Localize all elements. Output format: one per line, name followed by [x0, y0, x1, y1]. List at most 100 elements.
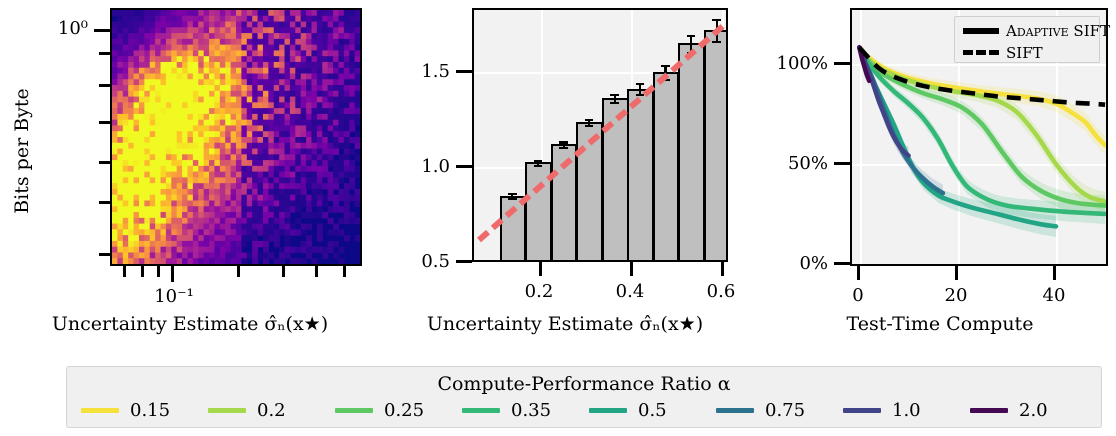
legend-item-label: 0.75	[765, 400, 806, 421]
panel2-ytick-label: 1.5	[421, 61, 450, 82]
error-bar-cap	[661, 78, 670, 82]
panel3-xtick	[955, 266, 958, 280]
panel3-gridline-h	[852, 64, 1106, 66]
legend-item[interactable]: 0.2	[208, 400, 286, 421]
legend-item-label: 0.25	[384, 400, 425, 421]
legend-swatch	[462, 407, 500, 414]
error-bar-cap	[584, 118, 594, 122]
table-row	[703, 30, 726, 260]
table-row	[602, 97, 629, 260]
panel1-xtick-minor	[343, 266, 346, 277]
error-bar-cap	[508, 197, 517, 201]
panel3-gridline-h	[852, 164, 1106, 166]
panel3-xtick-label: 0	[852, 285, 864, 306]
error-bar-cap	[635, 83, 645, 86]
decay-curves-canvas	[857, 44, 1106, 238]
panel-compute-decay: 100% 50% 0% Adaptive SIFT SIFT 0 20 40 T…	[750, 0, 1116, 340]
error-bar-cap	[610, 101, 620, 104]
error-bar	[536, 160, 540, 165]
legend-item[interactable]: 0.15	[81, 400, 170, 421]
error-bar-cap	[712, 19, 722, 22]
panel1-xtick-minor	[315, 266, 318, 277]
bars-layer	[474, 10, 726, 260]
table-row	[627, 88, 654, 260]
panel2-gridline-h	[474, 72, 726, 74]
error-bar	[690, 34, 693, 52]
panel1-ytick-minor	[99, 201, 110, 204]
panel2-xtick	[721, 262, 724, 276]
error-bar-cap	[661, 65, 670, 68]
error-bar-cap	[559, 146, 568, 149]
error-bar	[638, 83, 641, 95]
legend-item[interactable]: 0.35	[462, 400, 551, 421]
error-bar-cap	[533, 160, 543, 163]
legend-swatch-sift	[963, 50, 999, 55]
error-bar-cap	[635, 94, 645, 97]
panel3-ytick-label: 100%	[776, 53, 828, 74]
panel-histogram2d: Bits per Byte 10⁰ 10⁻¹	[0, 0, 380, 340]
legend-label-sift: SIFT	[1006, 44, 1043, 62]
panel1-xlabel: Uncertainty Estimate σ̂ₙ(x★)	[51, 313, 329, 335]
error-bar-cap	[686, 51, 696, 55]
panel3-legend: Adaptive SIFT SIFT	[954, 16, 1110, 63]
error-bar	[486, 260, 488, 262]
panel2-ytick-label: 0.5	[421, 251, 450, 272]
bottom-legend: Compute-Performance Ratio α 0.15 0.2 0.25 0…	[66, 366, 1102, 428]
legend-item[interactable]: 2.0	[970, 400, 1048, 421]
error-bar-cap	[533, 164, 543, 167]
panel1-plot-area	[110, 8, 362, 266]
panel3-ytick	[834, 162, 850, 165]
legend-item-label: 0.5	[638, 400, 667, 421]
legend-item-label: 0.15	[130, 400, 171, 421]
legend-item[interactable]: 0.5	[589, 400, 667, 421]
panel1-ytick-minor	[99, 84, 110, 87]
panel1-ytick-minor	[99, 121, 110, 124]
error-bar-cap	[686, 34, 696, 37]
panel1-xtick-minor	[282, 266, 285, 277]
error-bar	[511, 193, 514, 198]
panel2-xtick-label: 0.6	[706, 281, 736, 302]
panel1-xtick-minor	[123, 266, 126, 277]
error-bar	[664, 65, 667, 79]
table-row	[652, 71, 680, 260]
panel2-xtick	[539, 262, 542, 276]
legend-item[interactable]: 0.25	[335, 400, 424, 421]
panel2-ytick	[456, 165, 472, 168]
panel3-gridline-v	[1056, 10, 1058, 264]
panel3-ytick-label: 50%	[787, 153, 828, 174]
legend-item[interactable]: 0.75	[716, 400, 805, 421]
panel1-ytick-major	[94, 29, 110, 32]
panel3-xlabel: Test-Time Compute	[846, 313, 1034, 335]
legend-item[interactable]: 1.0	[843, 400, 921, 421]
panel2-gridline-v	[541, 10, 543, 260]
legend-swatch-adaptive-sift	[963, 28, 999, 34]
panel2-xtick-label: 0.4	[615, 281, 645, 302]
panel2-plot-area	[472, 8, 728, 262]
panel2-xtick-label: 0.2	[524, 281, 554, 302]
error-bar-cap	[610, 93, 620, 96]
panel1-ylabel: Bits per Byte	[11, 88, 33, 214]
error-bar	[613, 93, 616, 102]
legend-swatch	[589, 407, 627, 414]
panel3-xtick-label: 40	[1042, 285, 1066, 306]
error-bar-cap	[712, 41, 722, 44]
legend-swatch	[81, 407, 119, 414]
error-bar	[588, 118, 591, 126]
panel3-xtick	[1053, 266, 1056, 280]
bottom-legend-items: 0.15 0.2 0.25 0.35 0.5 0.75 1.0 2.0	[67, 400, 1101, 424]
panel3-xtick	[857, 266, 860, 280]
legend-swatch	[208, 407, 246, 414]
panel3-ytick	[834, 262, 850, 265]
legend-swatch	[843, 407, 881, 414]
panel3-ytick	[834, 62, 850, 65]
panel2-ytick	[456, 260, 472, 263]
histogram2d-canvas	[112, 10, 360, 264]
error-bar	[562, 141, 565, 147]
error-bar-cap	[584, 125, 594, 128]
legend-item-label: 1.0	[892, 400, 921, 421]
error-bar-cap	[559, 141, 568, 144]
panel1-xtick-label: 10⁻¹	[154, 286, 194, 307]
panel-calibration-bars: 1.5 1.0 0.5 0.2 0.4 0.6 Uncertainty Esti…	[390, 0, 740, 340]
panel3-gridline-v	[958, 10, 960, 264]
